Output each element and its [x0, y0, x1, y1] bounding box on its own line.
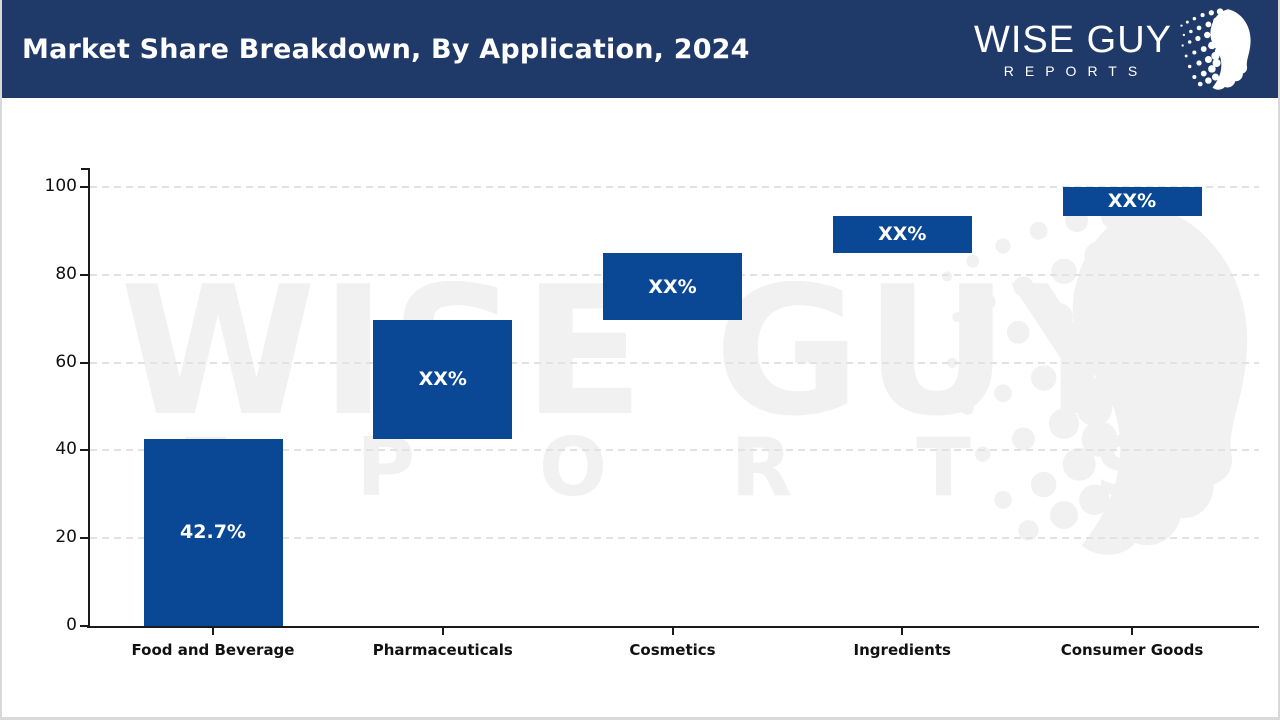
bar-ingredients: XX%: [832, 215, 972, 253]
bar-label-food-and-beverage: 42.7%: [180, 521, 246, 544]
logo-wordmark: WISE GUY: [973, 18, 1172, 61]
y-tick-40: [80, 449, 90, 452]
x-label-food-and-beverage: Food and Beverage: [131, 641, 295, 659]
bar-label-cosmetics: XX%: [648, 275, 697, 298]
x-tick-consumer-goods: [1131, 628, 1133, 635]
bar-food-and-beverage: 42.7%: [143, 438, 283, 626]
x-label-cosmetics: Cosmetics: [629, 641, 716, 659]
x-label-ingredients: Ingredients: [853, 641, 951, 659]
y-axis-top-cap: [81, 168, 90, 170]
x-tick-cosmetics: [671, 628, 674, 635]
bar-pharmaceuticals: XX%: [373, 320, 513, 439]
gridline-y60: [90, 361, 1259, 364]
gridline-y100: [90, 186, 1259, 188]
y-tick-label-100: 100: [44, 176, 77, 196]
bar-label-consumer-goods: XX%: [1107, 190, 1157, 213]
y-tick-label-20: 20: [55, 527, 77, 548]
header-bar: Market Share Breakdown, By Application, …: [2, 0, 1278, 98]
y-tick-80: [80, 273, 90, 276]
y-tick-label-60: 60: [55, 351, 77, 372]
gridline-y20: [90, 537, 1259, 540]
bar-cosmetics: XX%: [603, 252, 742, 321]
x-tick-pharmaceuticals: [441, 628, 444, 635]
wise-guy-reports-logo: WISE GUY REPORTS: [974, 8, 1254, 90]
y-tick-label-0: 0: [66, 615, 77, 635]
y-tick-label-40: 40: [55, 439, 77, 460]
x-tick-food-and-beverage: [212, 628, 214, 635]
bar-consumer-goods: XX%: [1062, 187, 1202, 216]
y-axis-line: [88, 168, 90, 628]
y-tick-20: [80, 537, 90, 540]
page-title: Market Share Breakdown, By Application, …: [22, 33, 750, 65]
logo-subtitle: REPORTS: [1003, 62, 1149, 79]
logo-face-icon: [1178, 8, 1254, 90]
x-label-consumer-goods: Consumer Goods: [1060, 641, 1204, 659]
y-tick-100: [80, 186, 90, 188]
x-label-pharmaceuticals: Pharmaceuticals: [372, 641, 513, 659]
bar-label-pharmaceuticals: XX%: [418, 368, 467, 391]
y-tick-0: [80, 625, 90, 627]
x-axis-line: [87, 626, 1259, 628]
y-tick-label-80: 80: [55, 263, 77, 284]
bar-label-ingredients: XX%: [878, 223, 927, 246]
gridline-y40: [90, 449, 1259, 452]
y-tick-60: [80, 361, 90, 364]
x-tick-ingredients: [901, 628, 904, 635]
